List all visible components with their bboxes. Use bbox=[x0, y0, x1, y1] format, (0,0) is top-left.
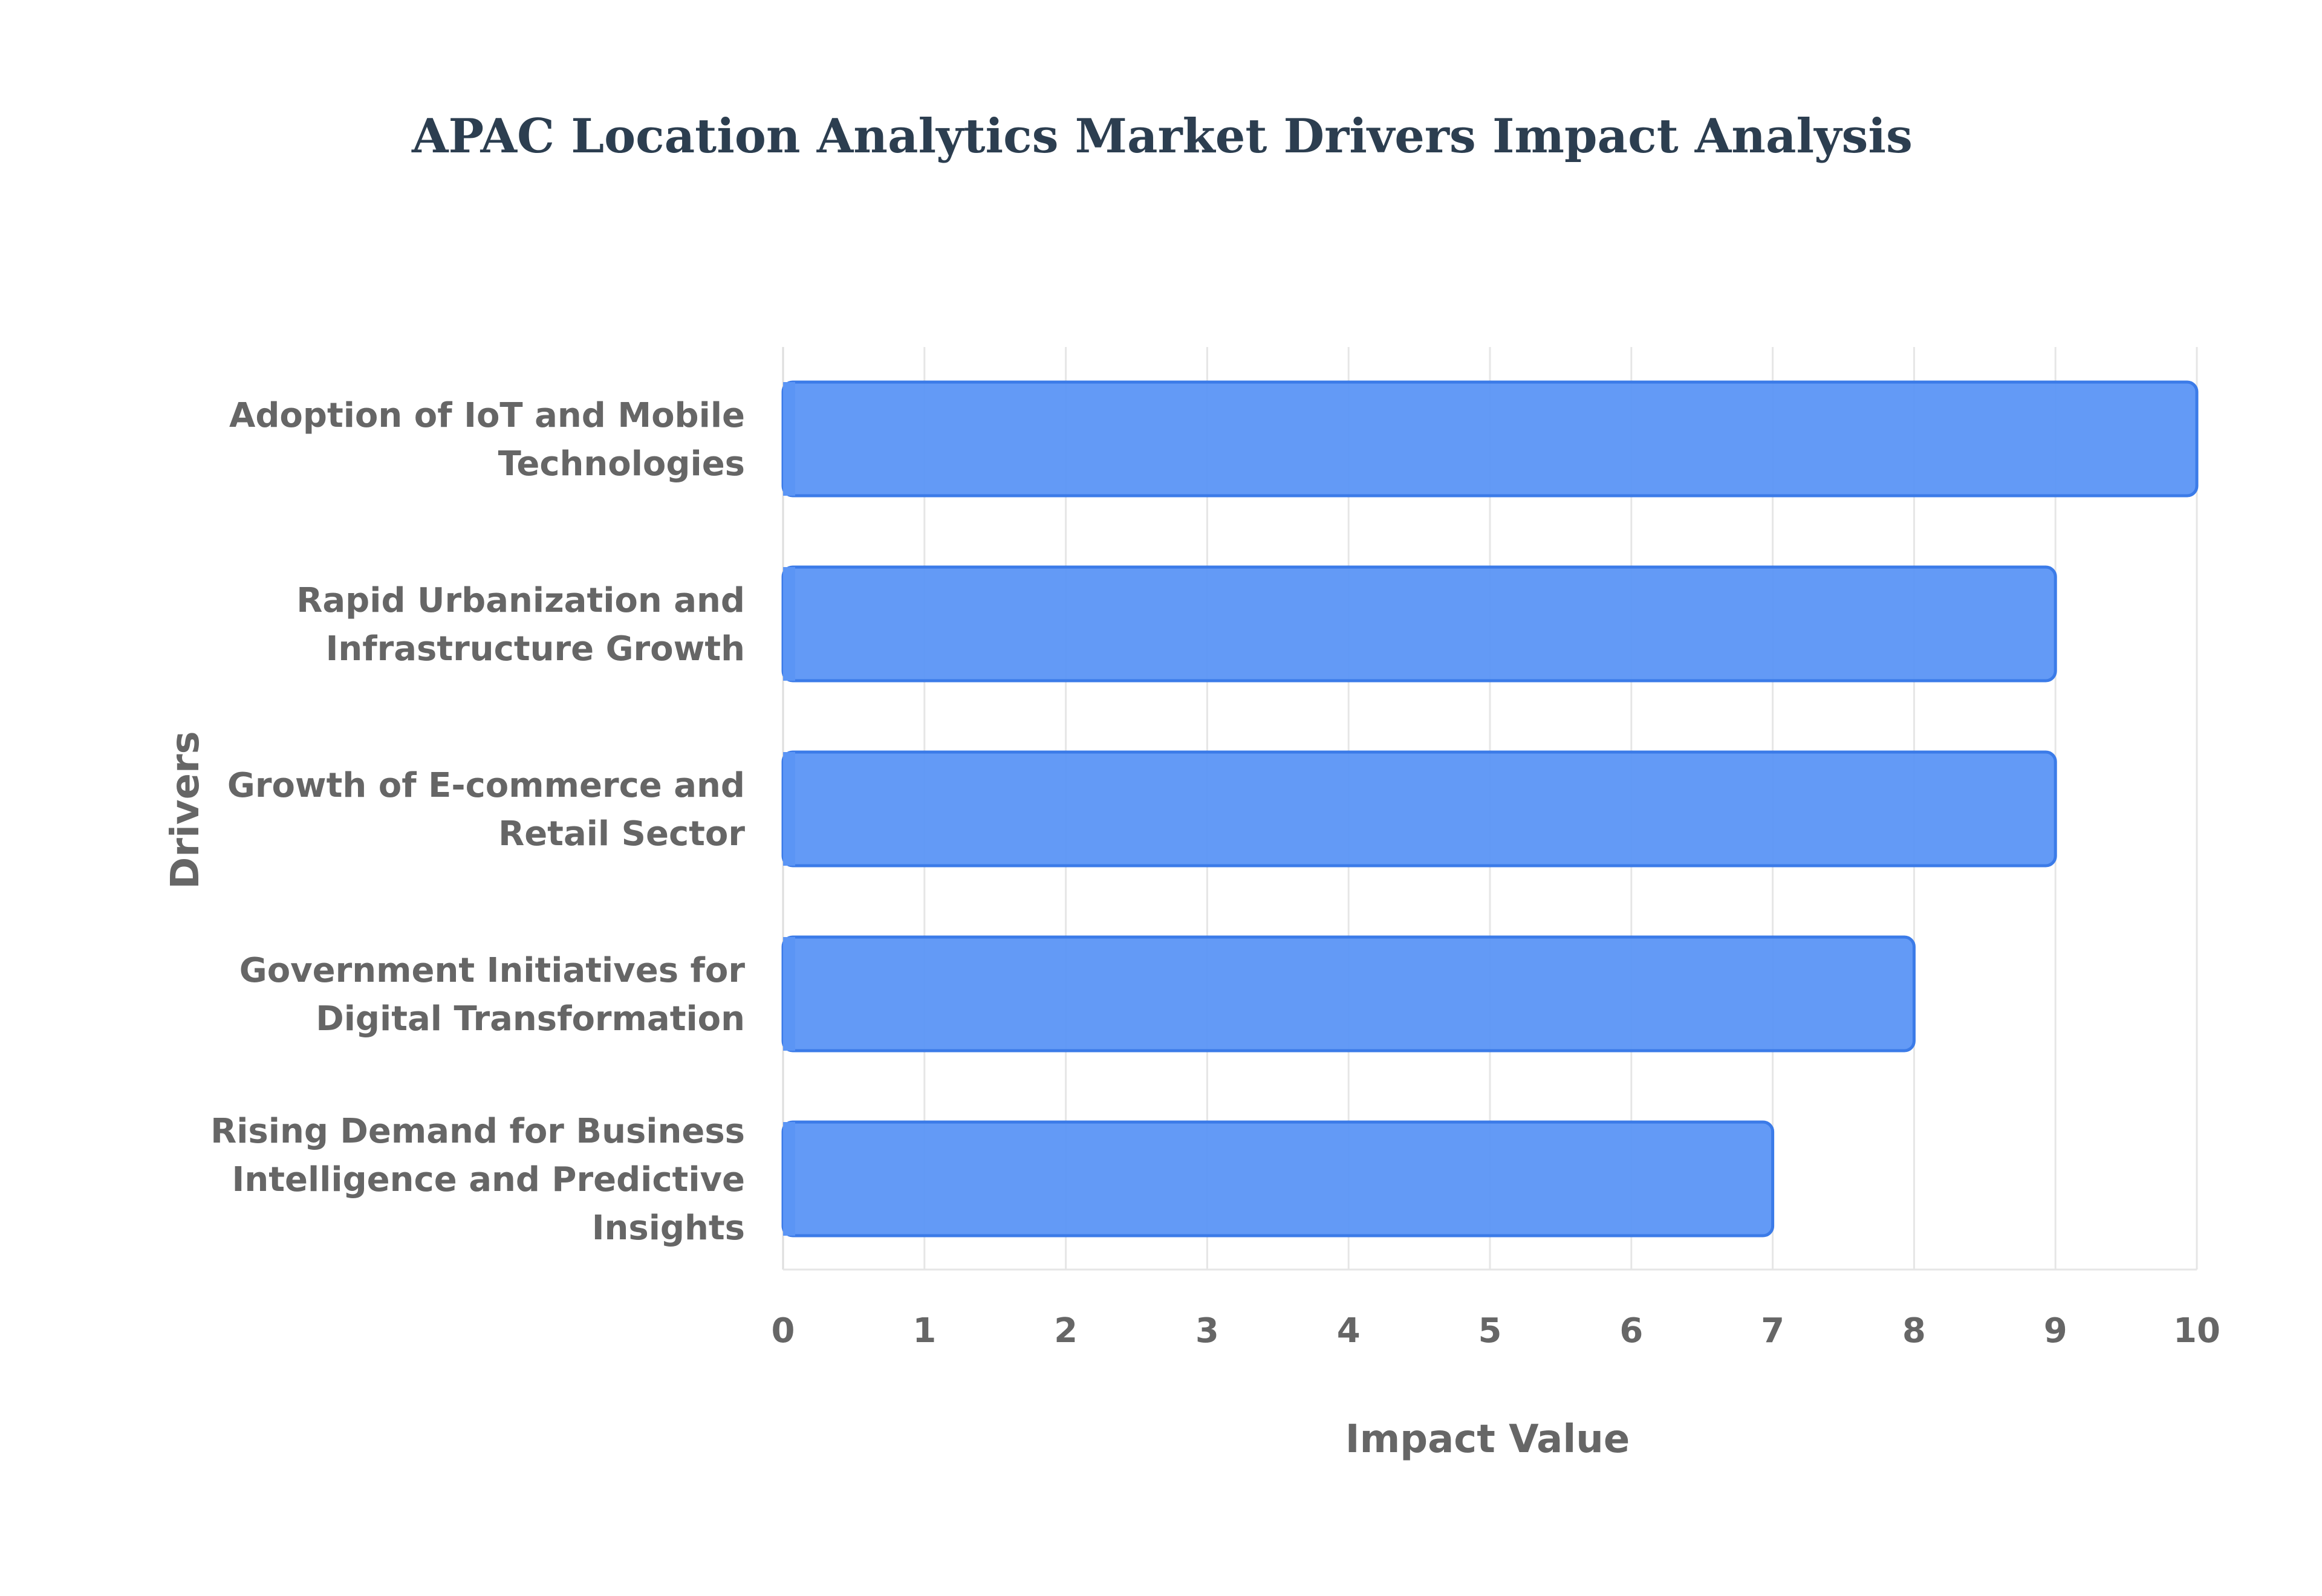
x-tick-label: 5 bbox=[1478, 1311, 1502, 1351]
category-label-line: Rising Demand for Business bbox=[210, 1112, 745, 1151]
bar bbox=[781, 1120, 1775, 1238]
x-tick-label: 1 bbox=[912, 1311, 936, 1351]
y-axis-title: Drivers bbox=[163, 731, 208, 889]
bar bbox=[781, 935, 1916, 1053]
x-tick-label: 8 bbox=[1902, 1311, 1926, 1351]
category-label: Rapid Urbanization and Infrastructure Gro… bbox=[296, 581, 745, 669]
bar bbox=[781, 565, 2057, 683]
bar bbox=[781, 750, 2057, 868]
bars bbox=[781, 380, 2199, 1238]
category-label: Rising Demand for Business Intelligence a… bbox=[210, 1112, 745, 1248]
bar-left-edge bbox=[783, 567, 795, 681]
bar-left-edge bbox=[783, 752, 795, 866]
x-tick-labels: 0 1 2 3 4 5 6 7 8 9 10 bbox=[772, 1311, 2220, 1351]
x-tick-label: 9 bbox=[2044, 1311, 2067, 1351]
bar bbox=[781, 380, 2199, 498]
bar-left-edge bbox=[783, 382, 795, 496]
category-label-line: Technologies bbox=[498, 444, 745, 484]
category-label-line: Retail Sector bbox=[498, 814, 745, 854]
category-label: Growth of E-commerce and Retail Sector bbox=[227, 766, 746, 854]
category-label-line: Infrastructure Growth bbox=[326, 629, 745, 669]
bar-left-edge bbox=[783, 1122, 795, 1236]
x-tick-label: 3 bbox=[1195, 1311, 1219, 1351]
category-label-line: Insights bbox=[592, 1208, 745, 1248]
category-label-line: Intelligence and Predictive bbox=[232, 1160, 745, 1199]
category-label-line: Rapid Urbanization and bbox=[296, 581, 745, 620]
x-tick-label: 7 bbox=[1761, 1311, 1784, 1351]
category-label-line: Government Initiatives for bbox=[239, 951, 746, 990]
category-label-line: Digital Transformation bbox=[316, 999, 745, 1039]
x-tick-label: 2 bbox=[1054, 1311, 1078, 1351]
x-tick-label: 6 bbox=[1619, 1311, 1643, 1351]
category-label-line: Adoption of IoT and Mobile bbox=[229, 396, 745, 435]
category-label: Government Initiatives for Digital Transf… bbox=[239, 951, 746, 1039]
category-label-line: Growth of E-commerce and bbox=[227, 766, 745, 805]
x-tick-label: 4 bbox=[1337, 1311, 1361, 1351]
x-tick-label: 10 bbox=[2173, 1311, 2220, 1351]
bar-left-edge bbox=[783, 937, 795, 1051]
chart-title: APAC Location Analytics Market Drivers I… bbox=[411, 109, 1913, 164]
x-axis-title: Impact Value bbox=[1345, 1417, 1630, 1462]
category-label: Adoption of IoT and Mobile Technologies bbox=[229, 396, 745, 484]
x-tick-label: 0 bbox=[772, 1311, 795, 1351]
category-labels: Adoption of IoT and Mobile Technologies Ra… bbox=[210, 396, 745, 1248]
